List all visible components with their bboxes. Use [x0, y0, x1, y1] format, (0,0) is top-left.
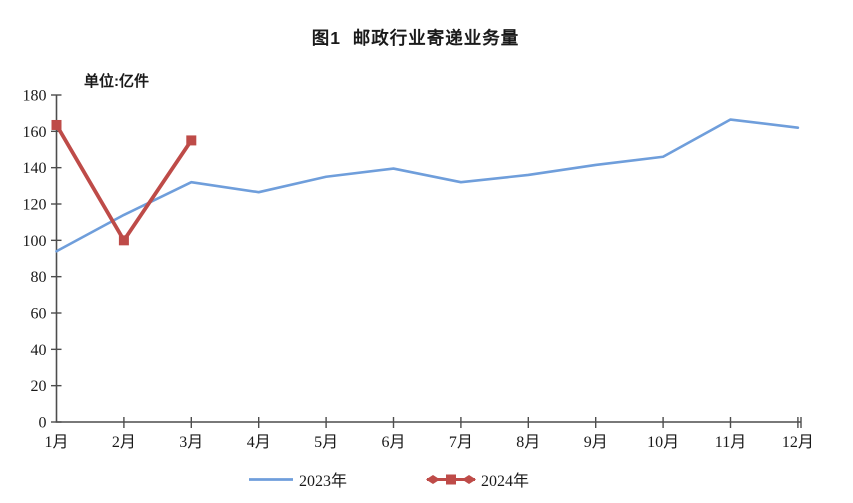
y-tick-label: 40	[31, 342, 47, 359]
series-marker-2024年	[186, 135, 197, 146]
x-tick-label: 7月	[449, 434, 473, 451]
legend-line-2023-icon	[249, 477, 293, 481]
legend-label-2023: 2023年	[299, 473, 348, 490]
x-tick-label: 11月	[715, 434, 746, 451]
series-line-2024年	[54, 123, 194, 243]
x-tick-label: 10月	[647, 434, 679, 451]
y-tick-label: 100	[23, 233, 47, 250]
x-tick-label: 5月	[314, 434, 338, 451]
x-tick-label: 8月	[516, 434, 540, 451]
series-line-2023年	[55, 118, 800, 253]
x-tick-label: 2月	[112, 434, 136, 451]
y-tick-label: 0	[39, 415, 47, 432]
legend-label-2024: 2024年	[481, 473, 530, 490]
series-marker-2024年	[51, 119, 62, 130]
y-tick-label: 120	[23, 197, 47, 214]
y-tick-label: 140	[23, 160, 47, 177]
x-tick-label: 9月	[584, 434, 608, 451]
y-tick-label: 80	[31, 269, 47, 286]
legend-item-2023: 2023年	[247, 467, 347, 491]
x-tick-label: 4月	[247, 434, 271, 451]
legend-line-2024-icon	[426, 474, 477, 484]
x-tick-label: 12月	[782, 434, 814, 451]
y-tick-label: 60	[31, 306, 47, 323]
y-tick-label: 160	[23, 124, 47, 141]
y-tick-label: 180	[23, 88, 47, 105]
unit-label: 单位:亿件	[84, 73, 149, 90]
legend-item-2024: 2024年	[425, 467, 529, 491]
x-tick-label: 1月	[44, 434, 68, 451]
x-tick-label: 6月	[381, 434, 405, 451]
legend: 2023年 2024年	[247, 467, 529, 491]
series-marker-2024年	[118, 235, 129, 246]
x-tick-label: 3月	[179, 434, 203, 451]
chart-title: 图1 邮政行业寄递业务量	[311, 28, 520, 48]
y-tick-label: 20	[31, 378, 47, 395]
